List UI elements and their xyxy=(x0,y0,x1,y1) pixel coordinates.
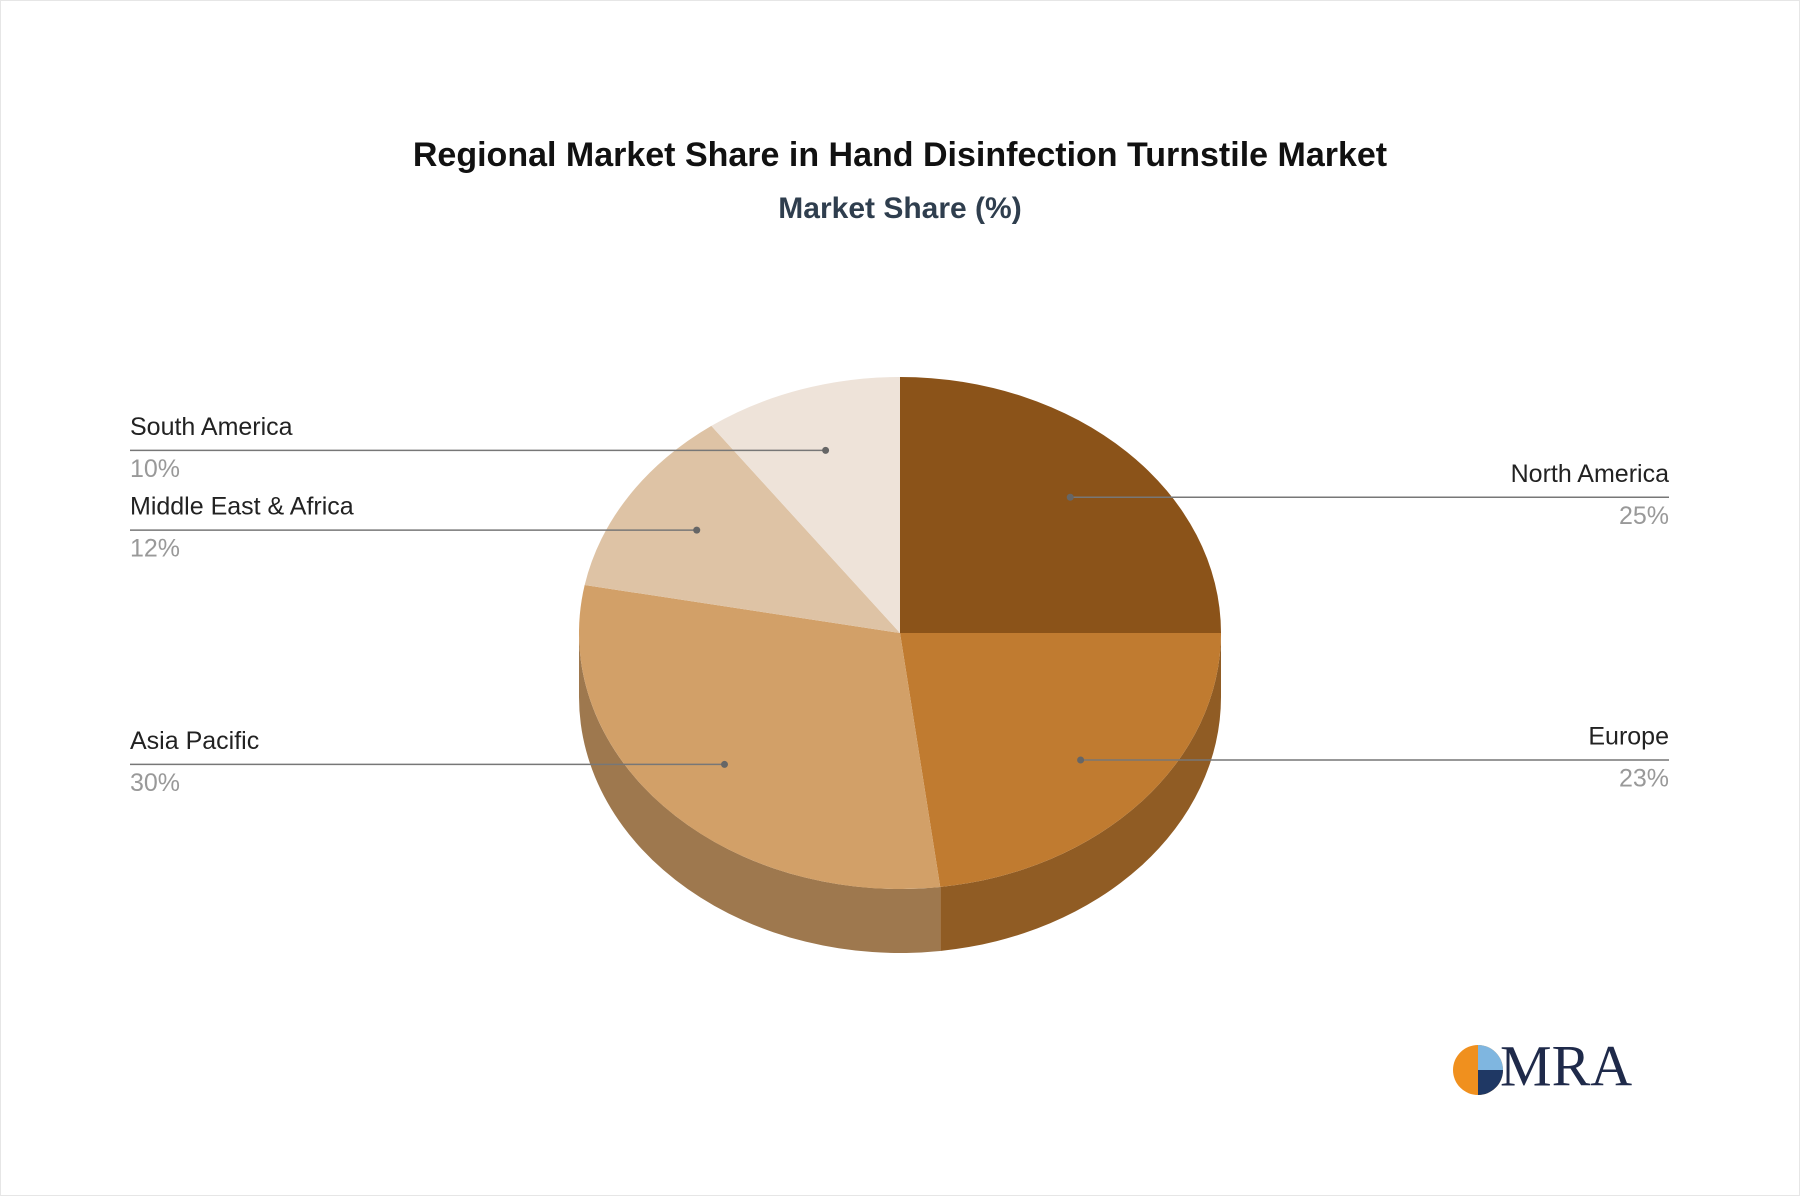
chart-subtitle: Market Share (%) xyxy=(778,192,1021,225)
label-value: 12% xyxy=(130,535,180,563)
slice xyxy=(584,425,900,633)
label-name: Middle East & Africa xyxy=(130,493,354,521)
label-name: South America xyxy=(130,413,293,441)
label-name: Asia Pacific xyxy=(130,727,259,755)
leader-dot xyxy=(1077,756,1085,764)
leader-dot xyxy=(693,526,701,534)
pie xyxy=(578,377,1221,953)
leader-dot xyxy=(822,446,830,454)
slice-side xyxy=(940,633,1221,951)
logo: MRA xyxy=(1453,1033,1632,1098)
slice xyxy=(900,633,1221,887)
slice xyxy=(711,377,900,633)
label-name: Europe xyxy=(1588,723,1669,751)
leader-dot xyxy=(721,760,729,768)
slice xyxy=(578,585,941,889)
chart-title: Regional Market Share in Hand Disinfecti… xyxy=(413,136,1387,174)
slice-side xyxy=(578,633,941,953)
slice xyxy=(900,377,1221,633)
logo-text: MRA xyxy=(1500,1033,1632,1098)
logo-icon xyxy=(1478,1070,1503,1095)
logo-icon xyxy=(1478,1045,1503,1070)
label-value: 23% xyxy=(1619,765,1669,793)
leader-dot xyxy=(1066,493,1074,501)
label-value: 10% xyxy=(130,455,180,483)
label-name: North America xyxy=(1511,460,1669,488)
label-value: 30% xyxy=(130,769,180,797)
label-value: 25% xyxy=(1619,502,1669,530)
